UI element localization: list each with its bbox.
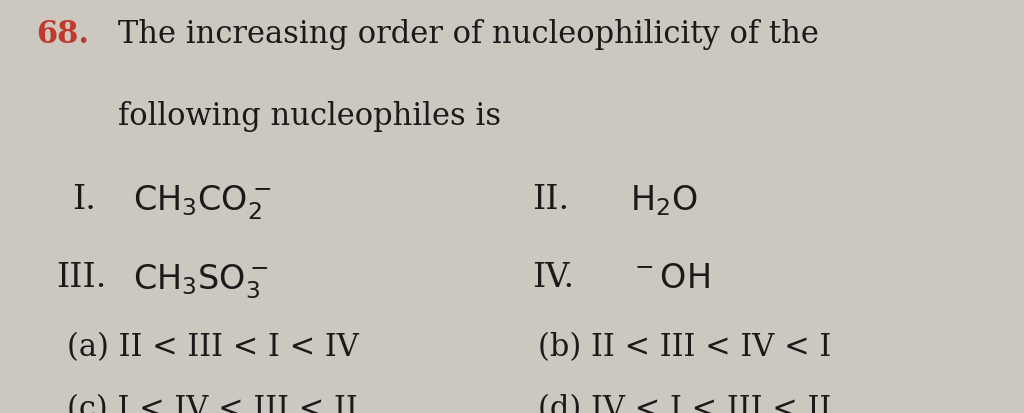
Text: (d) IV < I < III < II: (d) IV < I < III < II — [538, 394, 830, 413]
Text: I.: I. — [72, 184, 95, 216]
Text: The increasing order of nucleophilicity of the: The increasing order of nucleophilicity … — [118, 19, 818, 50]
Text: $\mathregular{CH_3SO_3^-}$: $\mathregular{CH_3SO_3^-}$ — [133, 262, 269, 301]
Text: 68.: 68. — [36, 19, 89, 50]
Text: $\mathregular{CH_3CO_2^-}$: $\mathregular{CH_3CO_2^-}$ — [133, 184, 271, 222]
Text: IV.: IV. — [532, 262, 574, 294]
Text: $\mathregular{H_2O}$: $\mathregular{H_2O}$ — [630, 184, 697, 218]
Text: (b) II < III < IV < I: (b) II < III < IV < I — [538, 332, 830, 363]
Text: (c) I < IV < III < II: (c) I < IV < III < II — [67, 394, 357, 413]
Text: $\mathregular{{}^-OH}$: $\mathregular{{}^-OH}$ — [630, 262, 710, 295]
Text: III.: III. — [56, 262, 106, 294]
Text: II.: II. — [532, 184, 569, 216]
Text: following nucleophiles is: following nucleophiles is — [118, 101, 501, 132]
Text: (a) II < III < I < IV: (a) II < III < I < IV — [67, 332, 358, 363]
